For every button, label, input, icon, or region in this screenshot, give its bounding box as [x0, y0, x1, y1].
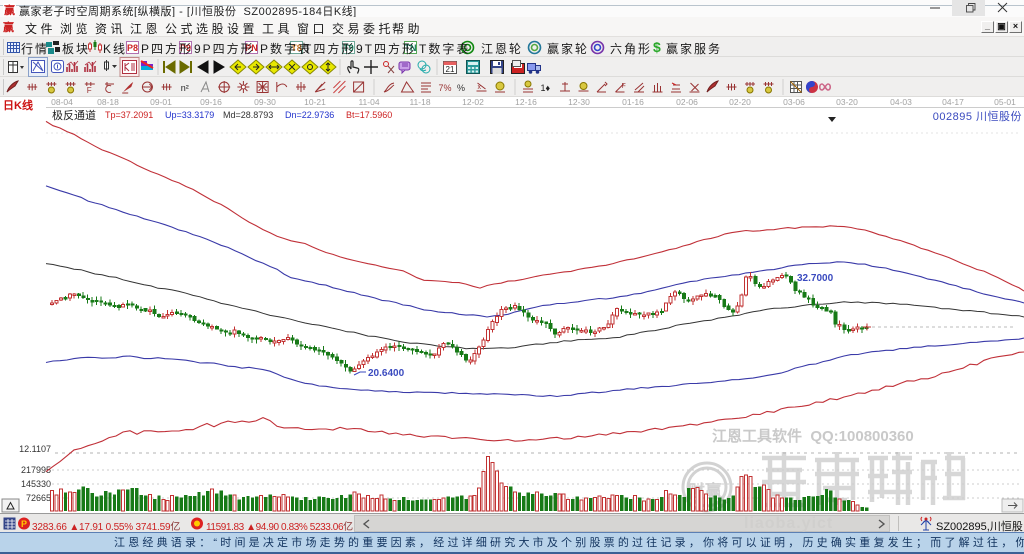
- svg-text:01-16: 01-16: [622, 97, 644, 107]
- svg-text:江恩工具软件 QQ:100800360: 江恩工具软件 QQ:100800360: [712, 427, 914, 445]
- svg-text:$: $: [653, 39, 661, 55]
- svg-text:赢: 赢: [3, 20, 14, 33]
- svg-text:x: x: [478, 84, 482, 91]
- svg-text:11-04: 11-04: [358, 97, 379, 107]
- svg-text:TN: TN: [405, 43, 417, 53]
- svg-text:7%: 7%: [439, 83, 452, 93]
- svg-text:P: P: [21, 519, 27, 529]
- svg-text:极反通道: 极反通道: [52, 108, 96, 122]
- svg-text:12-02: 12-02: [462, 97, 484, 107]
- svg-text:Up=33.3179: Up=33.3179: [165, 110, 214, 120]
- svg-text:217995: 217995: [21, 465, 51, 475]
- svg-text:Tp=37.2091: Tp=37.2091: [105, 110, 153, 120]
- svg-text:02-20: 02-20: [729, 97, 751, 107]
- svg-text:03-20: 03-20: [836, 97, 858, 107]
- svg-text:145330: 145330: [21, 479, 51, 489]
- svg-text:08-18: 08-18: [97, 97, 119, 107]
- svg-text:12-30: 12-30: [568, 97, 590, 107]
- svg-text:02-06: 02-06: [676, 97, 698, 107]
- svg-text:20.6400: 20.6400: [368, 368, 405, 379]
- svg-text:F: F: [622, 83, 626, 90]
- svg-text:Dn=22.9736: Dn=22.9736: [285, 110, 334, 120]
- svg-text:09-01: 09-01: [150, 97, 172, 107]
- svg-text:10-21: 10-21: [304, 97, 326, 107]
- svg-text:72665: 72665: [26, 493, 51, 503]
- svg-text:09-30: 09-30: [254, 97, 276, 107]
- svg-text:日K线: 日K线: [3, 98, 33, 112]
- svg-text:n²: n²: [181, 83, 189, 93]
- svg-text:赢: 赢: [4, 3, 15, 16]
- svg-text:P9: P9: [180, 43, 191, 53]
- svg-text:32.7000: 32.7000: [797, 273, 834, 284]
- svg-text:Bt=17.5960: Bt=17.5960: [346, 110, 392, 120]
- svg-text:002895 川恒股份: 002895 川恒股份: [933, 110, 1022, 123]
- svg-text:12.1107: 12.1107: [19, 444, 51, 454]
- svg-text:11-18: 11-18: [409, 97, 430, 107]
- svg-text:08-04: 08-04: [51, 97, 73, 107]
- svg-text:F: F: [87, 86, 92, 95]
- svg-text:04-17: 04-17: [942, 97, 964, 107]
- svg-text:T8: T8: [291, 43, 302, 53]
- svg-text:Md=28.8793: Md=28.8793: [223, 110, 273, 120]
- svg-text:P8: P8: [127, 43, 138, 53]
- svg-text:21: 21: [446, 65, 455, 74]
- svg-text:04-03: 04-03: [890, 97, 912, 107]
- svg-text:03-06: 03-06: [783, 97, 805, 107]
- svg-text:05-01: 05-01: [994, 97, 1016, 107]
- svg-text:1♦: 1♦: [541, 83, 551, 93]
- svg-text:T9: T9: [343, 43, 354, 53]
- svg-text:PN: PN: [245, 43, 258, 53]
- svg-text:%: %: [457, 83, 465, 93]
- svg-text:12-16: 12-16: [515, 97, 537, 107]
- svg-text:09-16: 09-16: [200, 97, 222, 107]
